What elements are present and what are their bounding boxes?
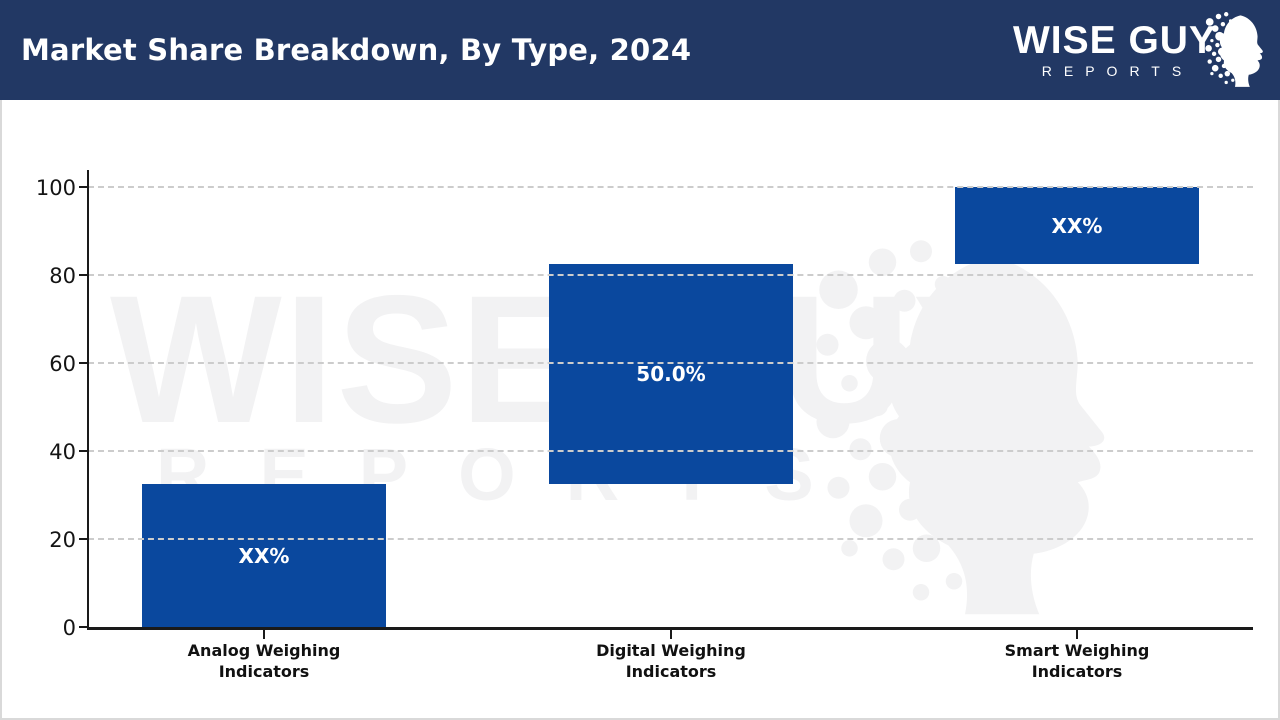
chart-area: WISE GUY REPORTS XX% 50.0% XX% 0 20 40 60 80 10… (0, 100, 1280, 720)
y-tick-mark (79, 362, 88, 364)
x-tick-mark (670, 630, 672, 639)
x-category-label: Analog Weighing Indicators (187, 641, 341, 681)
y-tick-mark (79, 274, 88, 276)
bar-segment: XX% (955, 187, 1199, 264)
bar-value-label: XX% (1051, 213, 1103, 238)
frame-edge-bottom (0, 718, 1280, 720)
gridline (88, 274, 1253, 276)
x-category-label: Digital Weighing Indicators (596, 641, 746, 681)
y-tick-label: 0 (62, 616, 76, 640)
watermark-head-icon (800, 220, 1130, 640)
bar-value-label: 50.0% (636, 362, 706, 386)
gridline (88, 538, 1253, 540)
x-category-label: Smart Weighing Indicators (1004, 641, 1150, 681)
wiseguy-logo: WISE GUY REPORTS (1013, 4, 1268, 96)
y-tick-mark (79, 450, 88, 452)
y-tick-label: 100 (35, 176, 76, 200)
gridline (88, 186, 1253, 188)
logo-wordmark-line1: WISE GUY (1012, 19, 1216, 62)
x-tick-mark (1076, 630, 1078, 639)
x-tick-mark (263, 630, 265, 639)
y-tick-label: 80 (49, 264, 76, 288)
gridline (88, 362, 1253, 364)
gridline (88, 450, 1253, 452)
wiseguy-head-icon (1202, 8, 1268, 92)
y-tick-mark (79, 538, 88, 540)
bar-value-label: XX% (238, 543, 290, 568)
x-axis-line (87, 627, 1253, 630)
y-tick-label: 20 (49, 528, 76, 552)
logo-wordmark: WISE GUY REPORTS (1013, 21, 1216, 79)
page-title: Market Share Breakdown, By Type, 2024 (21, 33, 692, 67)
logo-wordmark-line2: REPORTS (1041, 63, 1194, 79)
y-tick-mark (79, 186, 88, 188)
header: Market Share Breakdown, By Type, 2024 WI… (0, 0, 1280, 100)
y-tick-label: 40 (49, 440, 76, 464)
frame-edge-left (0, 100, 2, 720)
y-tick-mark (79, 626, 88, 628)
frame-edge-right (1278, 100, 1280, 720)
y-axis-line (87, 170, 89, 630)
y-tick-label: 60 (49, 352, 76, 376)
bar-segment: XX% (142, 484, 386, 627)
bar-segment: 50.0% (549, 264, 793, 484)
